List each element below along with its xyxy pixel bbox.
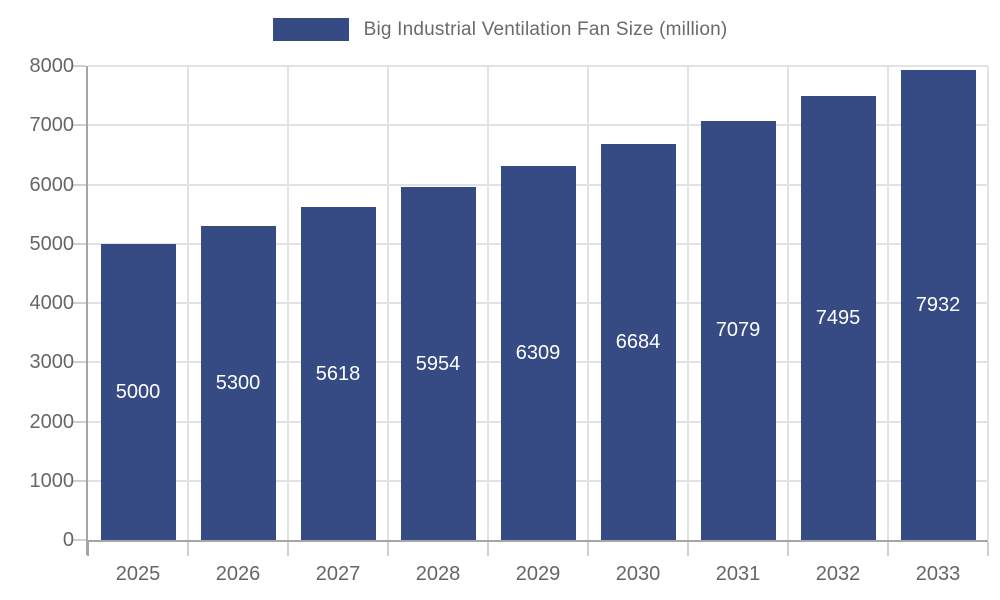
bar-value-label: 5300 [215,371,261,394]
x-axis-tick-label: 2028 [415,563,461,585]
bar-value-label: 6684 [615,330,661,353]
y-axis-tick [73,124,86,127]
y-axis-tick-label: 8000 [29,55,75,77]
x-axis-tick-label: 2033 [915,563,961,585]
legend-swatch [272,18,349,41]
gridline-vertical [887,66,889,540]
y-axis-tick-label: 0 [62,529,74,551]
bar-value-label: 7495 [815,306,861,329]
y-axis-line [86,66,88,555]
bar-2033[interactable]: 7932 [900,70,976,540]
bar-value-label: 7932 [915,294,961,317]
y-axis-tick [73,65,86,67]
bar-value-label: 5618 [315,362,361,385]
x-axis-tick [487,542,489,556]
x-axis-line [88,540,988,542]
x-axis-tick [387,542,389,556]
y-axis-tick [73,361,86,364]
bar-value-label: 5000 [115,380,161,403]
legend[interactable]: Big Industrial Ventilation Fan Size (mil… [0,18,1000,41]
bar-2027[interactable]: 5618 [300,207,376,540]
bar-2028[interactable]: 5954 [400,187,476,540]
gridline-vertical [587,66,589,540]
bar-2032[interactable]: 7495 [800,95,876,540]
x-axis-tick [887,542,889,556]
y-axis-tick [73,302,86,304]
x-axis-tick-label: 2027 [315,563,361,585]
gridline-vertical [687,66,689,540]
bar-value-label: 5954 [415,352,461,375]
gridline-vertical [387,66,389,540]
y-axis-tick-label: 4000 [29,292,75,314]
bar-2030[interactable]: 6684 [600,143,676,540]
x-axis-tick [287,542,289,556]
y-axis-tick [73,183,86,186]
y-axis-tick [73,242,86,245]
x-axis-tick-label: 2030 [615,563,661,585]
gridline-vertical [487,66,489,540]
bar-value-label: 7079 [715,319,761,342]
x-axis-tick-label: 2031 [715,563,761,585]
gridline-vertical [787,66,789,540]
legend-label: Big Industrial Ventilation Fan Size (mil… [363,18,728,40]
y-axis-tick-label: 7000 [29,114,75,137]
gridline-vertical [187,66,189,540]
bar-2029[interactable]: 6309 [500,166,576,540]
x-axis-tick-label: 2032 [815,563,861,585]
gridline-horizontal [88,124,988,127]
bar-2031[interactable]: 7079 [700,120,776,540]
y-axis-tick-label: 1000 [29,469,75,492]
x-axis-tick [987,542,989,556]
y-axis-tick-label: 2000 [29,410,75,433]
y-axis-tick [73,479,86,482]
x-axis-tick [687,542,689,556]
x-axis-tick [87,542,89,556]
x-axis-tick [187,542,189,556]
y-axis-tick-label: 3000 [29,351,75,374]
x-axis-tick-label: 2025 [115,563,161,585]
x-axis-tick [787,542,789,556]
gridline-vertical [987,66,989,540]
y-axis-tick [73,539,86,541]
y-axis-tick-label: 6000 [29,173,75,196]
y-axis-tick [73,420,86,423]
x-axis-tick [587,542,589,556]
bar-value-label: 6309 [515,342,561,365]
x-axis-tick-label: 2026 [215,563,261,585]
bar-2025[interactable]: 5000 [100,243,176,540]
y-axis-tick-label: 5000 [29,232,75,255]
x-axis-tick-label: 2029 [515,563,561,585]
gridline-horizontal [88,65,988,67]
plot-area: 5000 5300 5618 5954 6309 6684 7079 7495 7932 [73,65,989,556]
gridline-vertical [287,66,289,540]
bar-2026[interactable]: 5300 [200,225,276,540]
